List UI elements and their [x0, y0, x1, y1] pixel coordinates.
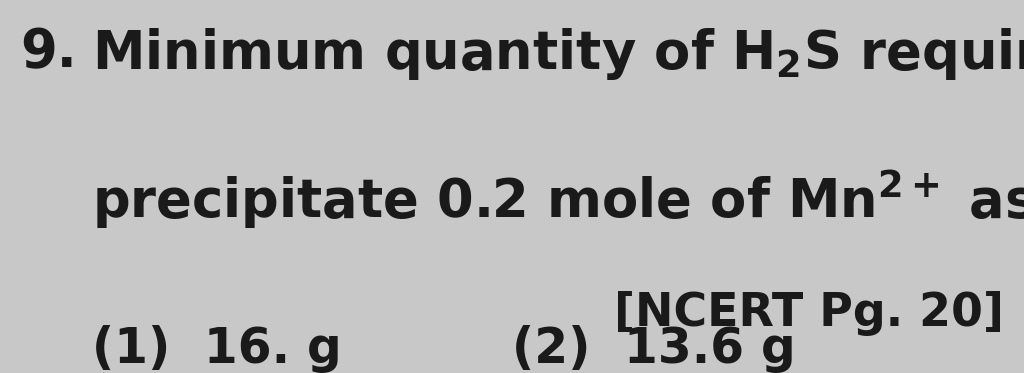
Text: [NCERT Pg. 20]: [NCERT Pg. 20] [613, 291, 1004, 336]
Text: Minimum quantity of $\mathregular{H_2S}$ required to: Minimum quantity of $\mathregular{H_2S}$… [92, 26, 1024, 82]
Text: (1)  16. g: (1) 16. g [92, 325, 342, 373]
Text: (2)  13.6 g: (2) 13.6 g [512, 325, 796, 373]
Text: 9.: 9. [20, 26, 77, 78]
Text: precipitate 0.2 mole of $\mathregular{Mn^{2+}}$ as MnS is: precipitate 0.2 mole of $\mathregular{Mn… [92, 168, 1024, 231]
